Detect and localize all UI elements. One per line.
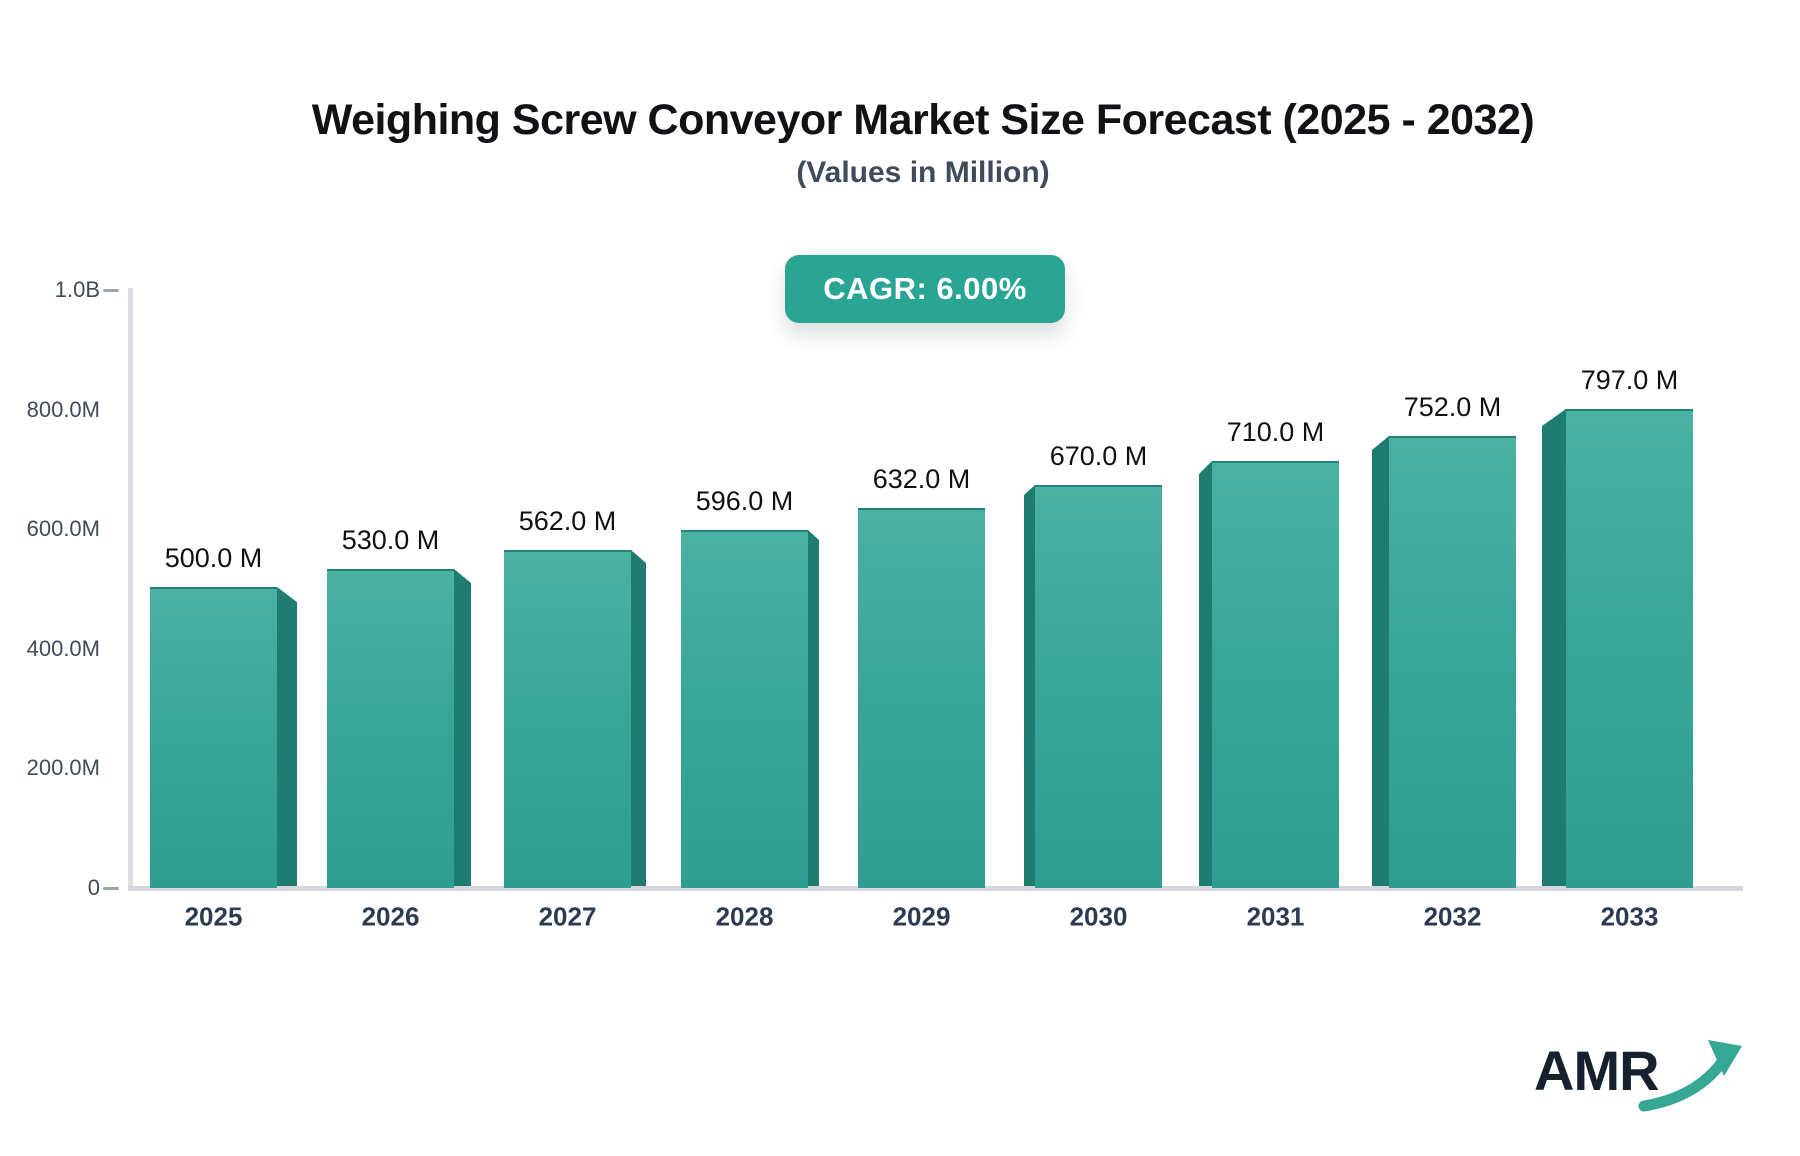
bar-side-face-2031 [1199, 461, 1212, 886]
chart-title: Weighing Screw Conveyor Market Size Fore… [311, 96, 1535, 144]
bar-value-label-2028: 596.0 M [695, 486, 794, 516]
x-axis-baseline [128, 886, 1743, 891]
bar-value-label-2033: 797.0 M [1580, 365, 1679, 395]
bar-2025 [150, 587, 277, 888]
bar-value-label-2031: 710.0 M [1226, 417, 1325, 447]
y-axis-tick [103, 289, 119, 292]
y-axis-tick [103, 887, 119, 890]
y-axis-line [128, 288, 133, 886]
y-axis-label-200.0M: 200.0M [26, 755, 100, 781]
x-axis-label-2025: 2025 [184, 901, 243, 932]
bar-2032 [1389, 436, 1516, 888]
bar-value-label-2027: 562.0 M [518, 506, 617, 536]
bar-2028 [681, 530, 808, 888]
bar-side-face-2032 [1372, 436, 1389, 886]
x-axis-label-2031: 2031 [1246, 901, 1305, 932]
bar-side-face-2026 [454, 569, 471, 886]
bar-2030 [1035, 485, 1162, 888]
y-axis-label-800.0M: 800.0M [26, 396, 100, 422]
bar-2027 [504, 550, 631, 888]
x-axis-label-2030: 2030 [1069, 901, 1128, 932]
cagr-badge: CAGR: 6.00% [785, 255, 1065, 323]
bar-side-face-2033 [1542, 409, 1566, 886]
y-axis-label-400.0M: 400.0M [26, 635, 100, 661]
bar-value-label-2025: 500.0 M [164, 543, 263, 573]
bar-2029 [858, 508, 985, 888]
x-axis-label-2026: 2026 [361, 901, 420, 932]
y-axis-label-0: 0 [87, 875, 100, 900]
y-axis-label-1.0B: 1.0B [54, 277, 100, 302]
bar-side-face-2030 [1024, 485, 1035, 886]
bar-value-label-2029: 632.0 M [872, 464, 971, 494]
x-axis-label-2027: 2027 [538, 901, 597, 932]
bar-2033 [1566, 409, 1693, 888]
x-axis-label-2029: 2029 [892, 901, 951, 932]
amr-logo: AMR [1520, 1030, 1742, 1120]
bar-side-face-2025 [277, 587, 297, 886]
x-axis-label-2033: 2033 [1600, 901, 1659, 932]
cagr-badge-label: CAGR: 6.00% [823, 271, 1027, 306]
bar-side-face-2027 [631, 550, 646, 886]
trend-up-arrow-icon [1638, 1040, 1742, 1112]
bar-value-label-2026: 530.0 M [341, 525, 440, 555]
x-axis-label-2028: 2028 [715, 901, 774, 932]
y-axis-label-600.0M: 600.0M [26, 516, 100, 542]
x-axis-label-2032: 2032 [1423, 901, 1482, 932]
chart-subtitle: (Values in Million) [796, 156, 1050, 189]
bar-value-label-2032: 752.0 M [1403, 392, 1502, 422]
amr-logo-text: AMR [1534, 1039, 1660, 1102]
bar-2031 [1212, 461, 1339, 888]
bar-side-face-2028 [808, 530, 819, 886]
bar-2026 [327, 569, 454, 888]
bar-value-label-2030: 670.0 M [1049, 441, 1148, 471]
